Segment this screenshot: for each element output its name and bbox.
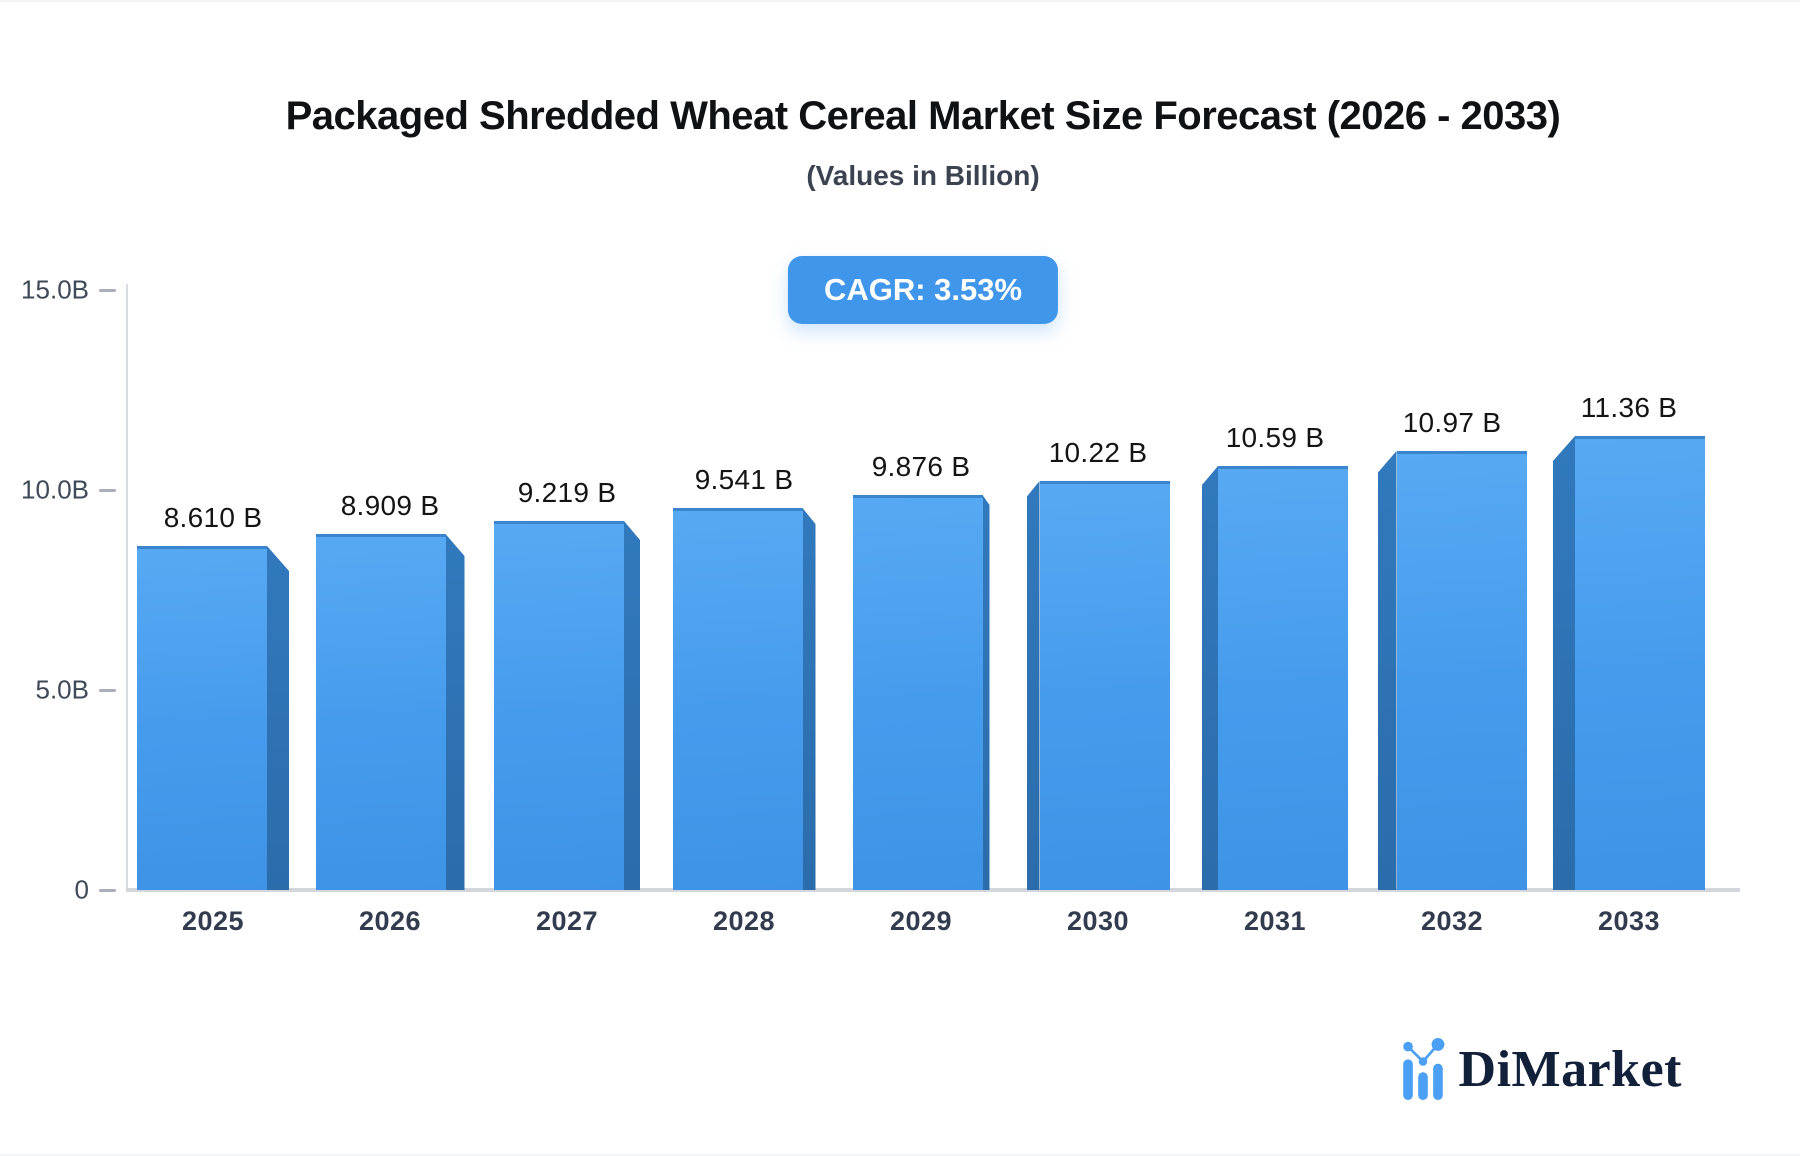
bar-group-2031 <box>1202 2 1348 890</box>
x-tick-label-2027: 2027 <box>535 906 599 936</box>
bar-group-2026 <box>315 2 465 890</box>
bar-side-panel-2028 <box>802 508 816 890</box>
x-axis-line <box>126 888 1740 892</box>
y-tick <box>99 889 116 892</box>
bar-group-2032 <box>1377 2 1527 890</box>
bar-value-label-2032: 10.97 B <box>1402 407 1502 438</box>
bar-value-label-2028: 9.541 B <box>694 464 794 495</box>
y-tick <box>99 489 116 492</box>
x-tick-label-2028: 2028 <box>712 906 776 936</box>
bar-side-panel-2032 <box>1377 451 1397 890</box>
bar-side-panel-2027 <box>624 521 640 890</box>
bar-side-panel-2025 <box>267 546 289 890</box>
y-axis-line <box>126 284 128 892</box>
y-tick <box>99 289 116 292</box>
bar-face-2026 <box>315 534 446 890</box>
bar-face-2031 <box>1218 466 1348 890</box>
y-tick <box>99 689 116 692</box>
bar-face-2028 <box>672 508 803 890</box>
bar-face-2027 <box>494 521 624 890</box>
y-tick-label: 10.0B <box>21 474 89 505</box>
bar-face-2025 <box>137 546 267 890</box>
bar-group-2033 <box>1553 2 1705 890</box>
x-tick-label-2033: 2033 <box>1597 906 1661 936</box>
bar-value-label-2027: 9.219 B <box>517 477 617 508</box>
bar-group-2030 <box>1026 2 1170 890</box>
chart-subtitle: (Values in Billion) <box>806 160 1040 191</box>
chart-title: Packaged Shredded Wheat Cereal Market Si… <box>285 94 1561 138</box>
brand-logo-text: DiMarket <box>1458 1040 1682 1098</box>
x-tick-label-2025: 2025 <box>181 906 245 936</box>
x-tick-label-2031: 2031 <box>1243 906 1307 936</box>
x-tick-label-2026: 2026 <box>358 906 422 936</box>
cagr-badge: CAGR: 3.53% <box>787 256 1059 324</box>
brand-logo: DiMarket <box>1401 1038 1682 1100</box>
bar-face-2029 <box>852 495 983 890</box>
bar-face-2030 <box>1039 481 1170 890</box>
bar-value-label-2026: 8.909 B <box>340 490 440 521</box>
bar-face-2033 <box>1575 436 1705 890</box>
bar-value-label-2029: 9.876 B <box>871 451 971 482</box>
x-tick-label-2032: 2032 <box>1420 906 1484 936</box>
bar-value-label-2030: 10.22 B <box>1048 437 1148 468</box>
x-tick-label-2030: 2030 <box>1066 906 1130 936</box>
bar-side-panel-2030 <box>1026 481 1040 890</box>
bar-group-2025 <box>137 2 289 890</box>
bar-face-2032 <box>1396 451 1527 890</box>
bar-group-2029 <box>852 2 990 890</box>
bar-side-panel-2026 <box>445 534 465 890</box>
bar-value-label-2025: 8.610 B <box>163 502 263 533</box>
bar-side-panel-2033 <box>1553 436 1575 890</box>
y-tick-label: 0 <box>74 874 89 905</box>
dimarket-logo-icon <box>1402 1038 1444 1100</box>
bar-group-2028 <box>672 2 816 890</box>
bar-side-panel-2031 <box>1202 466 1218 890</box>
bar-side-panel-2029 <box>982 495 990 890</box>
bar-group-2027 <box>494 2 640 890</box>
bar-value-label-2031: 10.59 B <box>1225 422 1325 453</box>
bar-value-label-2033: 11.36 B <box>1580 392 1678 423</box>
x-tick-label-2029: 2029 <box>889 906 953 936</box>
y-tick-label: 5.0B <box>35 674 90 705</box>
y-tick-label: 15.0B <box>21 274 89 305</box>
